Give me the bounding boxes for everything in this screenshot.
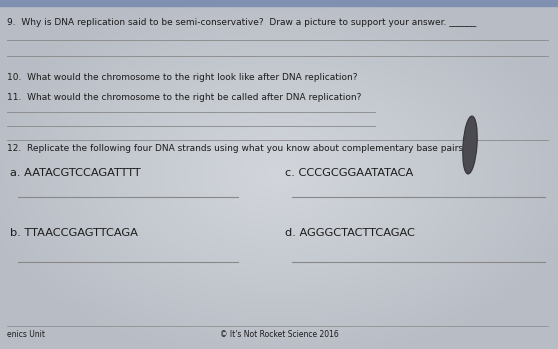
Text: d. AGGGCTACTTCAGAC: d. AGGGCTACTTCAGAC bbox=[285, 228, 415, 238]
Text: 12.  Replicate the following four DNA strands using what you know about compleme: 12. Replicate the following four DNA str… bbox=[7, 144, 466, 153]
Text: © It's Not Rocket Science 2016: © It's Not Rocket Science 2016 bbox=[220, 330, 338, 339]
Text: 11.  What would the chromosome to the right be called after DNA replication?: 11. What would the chromosome to the rig… bbox=[7, 93, 362, 102]
Text: enics Unit: enics Unit bbox=[7, 330, 45, 339]
Text: 10.  What would the chromosome to the right look like after DNA replication?: 10. What would the chromosome to the rig… bbox=[7, 73, 358, 82]
Text: a. AATACGTCCAGATTTT: a. AATACGTCCAGATTTT bbox=[10, 168, 141, 178]
Text: 9.  Why is DNA replication said to be semi-conservative?  Draw a picture to supp: 9. Why is DNA replication said to be sem… bbox=[7, 18, 476, 27]
Text: b. TTAACCGAGTTCAGA: b. TTAACCGAGTTCAGA bbox=[10, 228, 138, 238]
Text: c. CCCGCGGAATATACA: c. CCCGCGGAATATACA bbox=[285, 168, 413, 178]
Ellipse shape bbox=[463, 116, 477, 174]
